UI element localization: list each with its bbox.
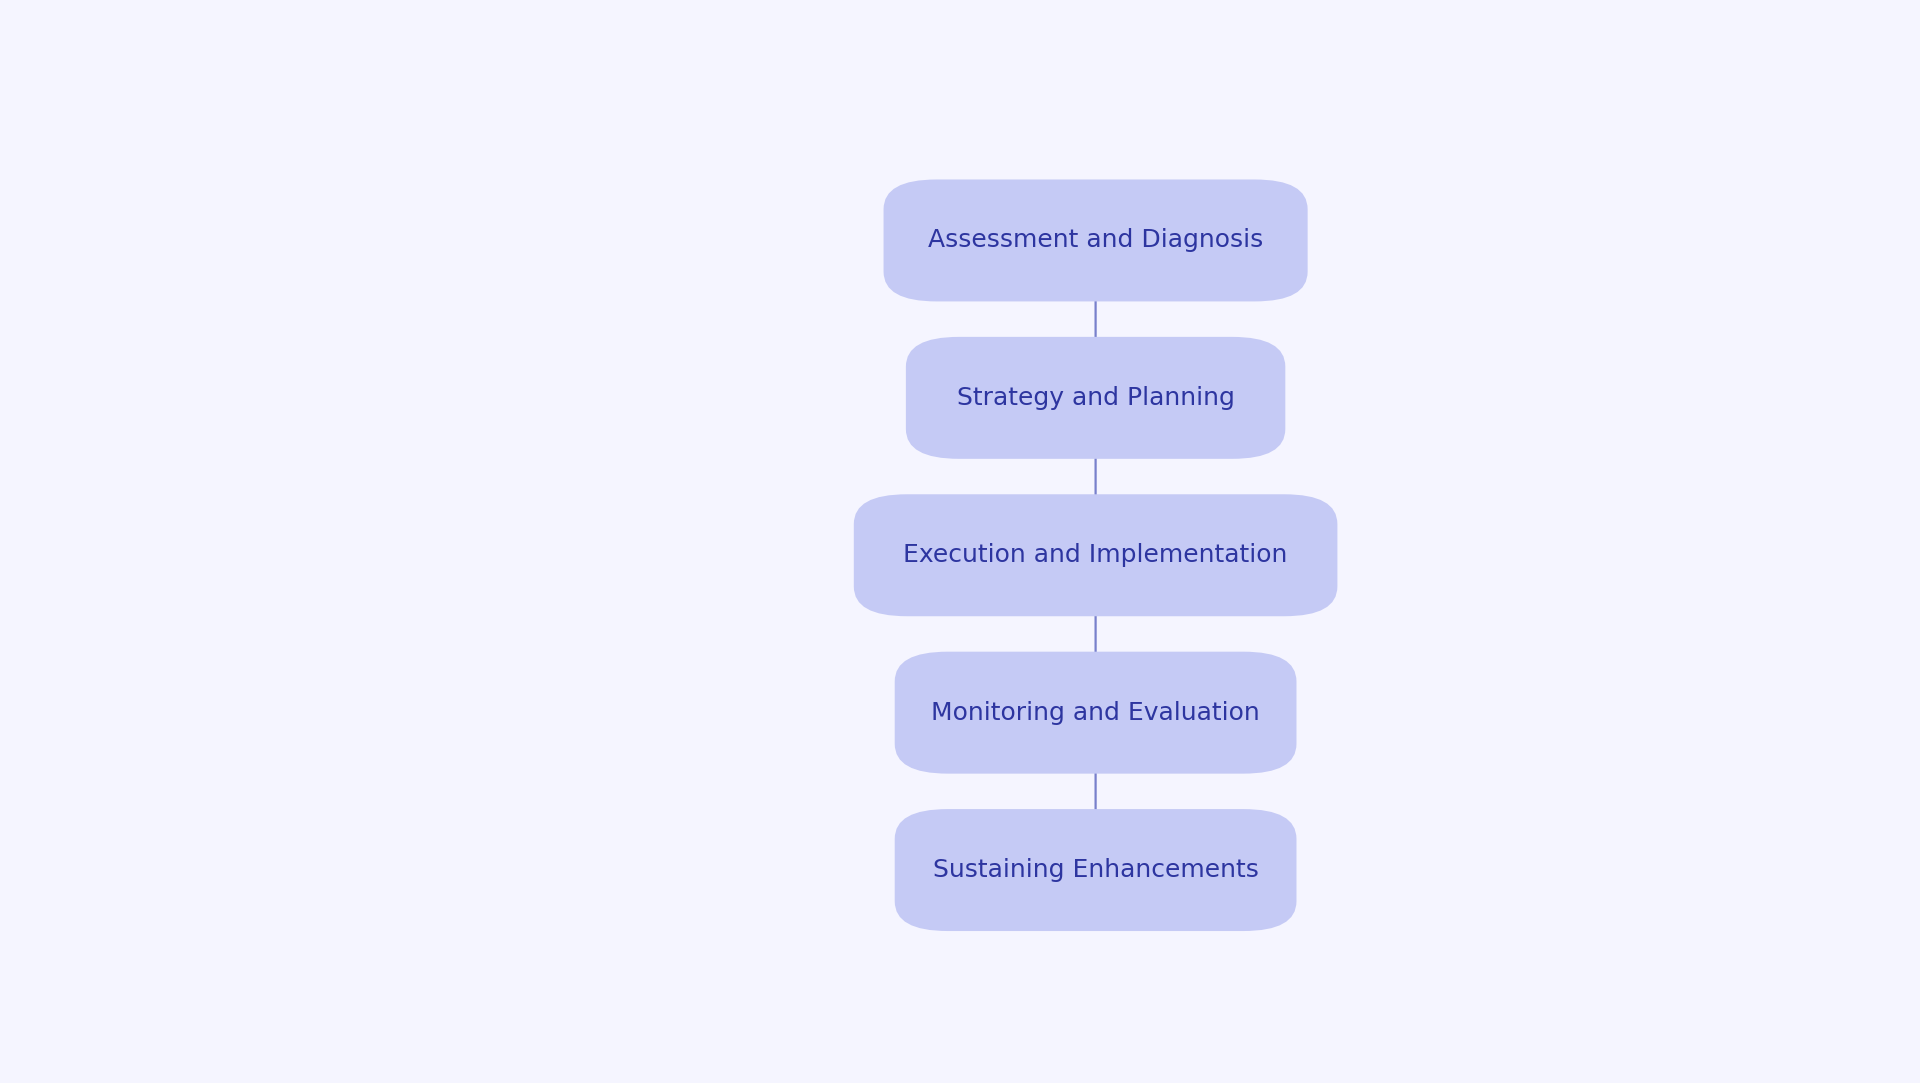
FancyBboxPatch shape [895, 652, 1296, 773]
FancyBboxPatch shape [906, 337, 1284, 459]
Text: Assessment and Diagnosis: Assessment and Diagnosis [927, 229, 1263, 252]
Text: Execution and Implementation: Execution and Implementation [904, 544, 1288, 567]
Text: Sustaining Enhancements: Sustaining Enhancements [933, 858, 1258, 882]
Text: Monitoring and Evaluation: Monitoring and Evaluation [931, 701, 1260, 725]
FancyBboxPatch shape [854, 494, 1338, 616]
FancyBboxPatch shape [883, 180, 1308, 301]
Text: Strategy and Planning: Strategy and Planning [956, 386, 1235, 409]
FancyBboxPatch shape [895, 809, 1296, 931]
